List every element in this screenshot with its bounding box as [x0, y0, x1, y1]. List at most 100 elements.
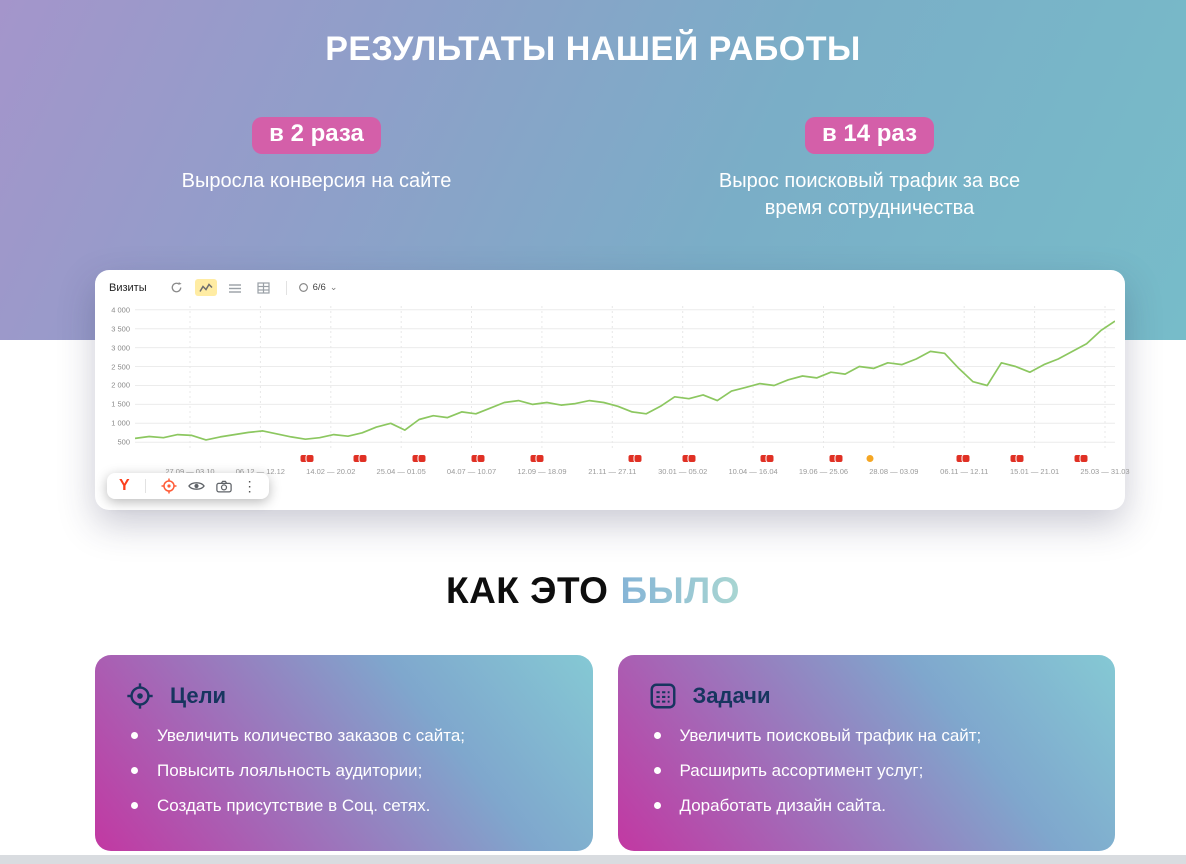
list-item-text: Повысить лояльность аудитории;	[157, 761, 423, 781]
comment-bubble	[535, 454, 545, 463]
line-chart-icon[interactable]	[194, 279, 217, 296]
metric-counter: 6/6	[312, 282, 326, 293]
x-tick-label: 04.07 — 10.07	[446, 467, 497, 476]
x-tick-label: 30.01 — 05.02	[658, 467, 708, 476]
list-item-text: Увеличить поисковый трафик на сайт;	[679, 726, 982, 745]
bullet-dot	[131, 767, 138, 775]
comment-bubble	[476, 454, 486, 463]
camera-icon[interactable]	[215, 480, 232, 493]
visits-line-chart	[135, 306, 1115, 448]
x-tick-label: 25.04 — 01.05	[376, 467, 426, 476]
chart-comment-marker[interactable]	[955, 454, 971, 463]
comment-bubble	[1079, 454, 1089, 463]
x-tick-label: 15.01 — 21.01	[1010, 467, 1060, 476]
chart-comment-marker[interactable]	[759, 454, 775, 463]
toolbar-divider	[285, 280, 287, 295]
chart-comment-marker[interactable]	[1073, 454, 1089, 463]
y-tick-label: 3 000	[111, 343, 130, 353]
x-tick-label: 06.11 — 12.11	[940, 467, 989, 476]
stat-traffic: в 14 раз Вырос поисковый трафик за все в…	[593, 117, 1146, 222]
tasks-card-header: Задачи	[648, 681, 1086, 711]
table-icon[interactable]	[253, 279, 275, 296]
y-tick-label: 1 000	[111, 418, 130, 428]
goals-list: Увеличить количество заказов с сайта; По…	[125, 725, 563, 817]
y-axis: 500 1 000 1 500 2 000 2 500 3 000 3 500 4 000	[101, 302, 135, 452]
metric-selector[interactable]: 6/6 ⌄	[298, 282, 338, 293]
comment-bubble	[765, 454, 775, 463]
list-item-text: Увеличить количество заказов с сайта;	[157, 726, 466, 745]
chart-title: Визиты	[109, 281, 147, 294]
overlay-divider	[144, 479, 146, 493]
list-item-text: Расширить ассортимент услуг;	[679, 761, 924, 781]
stats-row: в 2 раза Выросла конверсия на сайте в 14…	[40, 117, 1146, 222]
y-tick-label: 500	[117, 437, 130, 447]
bullet-dot	[131, 802, 138, 810]
x-tick-label: 06.12 — 12.12	[235, 467, 285, 476]
chart-comment-marker[interactable]	[828, 454, 844, 463]
comment-bubble	[687, 454, 697, 463]
chart-comment-marker[interactable]	[352, 454, 368, 463]
comment-bubble	[417, 454, 427, 463]
plot	[135, 302, 1115, 452]
chevron-down-icon: ⌄	[329, 282, 338, 292]
list-item: Повысить лояльность аудитории;	[125, 760, 563, 782]
comment-bubble	[865, 454, 875, 463]
x-tick-label: 21.11 — 27.11	[588, 467, 637, 476]
kebab-menu-icon[interactable]: ⋮	[242, 478, 257, 494]
chart-comment-marker[interactable]	[1009, 454, 1025, 463]
bullet-dot	[653, 767, 661, 775]
goals-card: Цели Увеличить количество заказов с сайт…	[95, 655, 593, 851]
chart-comment-marker[interactable]	[299, 454, 314, 463]
list-item: Расширить ассортимент услуг;	[648, 760, 1086, 782]
next-section-edge	[0, 855, 1186, 864]
chart-comment-marker[interactable]	[411, 454, 427, 463]
stacked-lines-icon[interactable]	[224, 279, 246, 296]
eye-icon[interactable]	[187, 480, 205, 492]
comment-bubble	[358, 454, 368, 463]
x-tick-label: 25.03 — 31.03	[1080, 467, 1130, 476]
list-item: Увеличить количество заказов с сайта;	[125, 725, 563, 747]
comment-bubble	[1015, 454, 1025, 463]
x-axis: 27.09 — 03.10 06.12 — 12.12 14.02 — 20.02 2…	[135, 454, 1130, 484]
x-tick-label: 12.09 — 18.09	[517, 467, 567, 476]
x-tick-label: 19.06 — 25.06	[798, 467, 849, 476]
comment-bubble	[834, 454, 844, 463]
select-element-icon[interactable]	[161, 478, 177, 494]
chart-comment-marker[interactable]	[627, 454, 643, 463]
chart-comment-marker[interactable]	[470, 454, 486, 463]
section-title-accent: БЫЛО	[620, 570, 740, 611]
bullet-dot	[131, 732, 138, 739]
list-item-text: Доработать дизайн сайта.	[679, 796, 886, 816]
comment-bubble	[305, 454, 314, 463]
comment-bubble	[961, 454, 971, 463]
bullet-dot	[653, 732, 661, 739]
stat-badge-traffic: в 14 раз	[804, 117, 934, 154]
refresh-icon[interactable]	[166, 279, 188, 296]
section-title: КАК ЭТО БЫЛО	[0, 570, 1186, 612]
y-tick-label: 2 000	[111, 380, 130, 390]
y-tick-label: 4 000	[111, 305, 130, 315]
list-item: Доработать дизайн сайта.	[648, 795, 1086, 817]
cards-row: Цели Увеличить количество заказов с сайт…	[95, 655, 1115, 851]
chart-comment-marker[interactable]	[681, 454, 697, 463]
chart-comment-marker[interactable]	[529, 454, 545, 463]
metrika-overlay-toolbar: Y ⋮	[107, 473, 269, 499]
list-item: Увеличить поисковый трафик на сайт;	[648, 725, 1086, 747]
chart-comment-marker[interactable]	[865, 454, 875, 463]
stat-conversion: в 2 раза Выросла конверсия на сайте	[40, 117, 593, 222]
yandex-metrika-logo[interactable]: Y	[119, 477, 130, 494]
stat-caption-conversion: Выросла конверсия на сайте	[181, 170, 452, 192]
section-title-main: КАК ЭТО	[445, 570, 609, 611]
stat-badge-conversion: в 2 раза	[252, 117, 381, 154]
list-item: Создать присутствие в Соц. сетях.	[125, 795, 563, 817]
comment-bubble	[633, 454, 643, 463]
page-title: РЕЗУЛЬТАТЫ НАШЕЙ РАБОТЫ	[325, 30, 861, 68]
x-tick-label: 14.02 — 20.02	[306, 467, 356, 476]
y-tick-label: 2 500	[111, 362, 130, 372]
list-item-text: Создать присутствие в Соц. сетях.	[157, 796, 431, 816]
x-tick-label: 10.04 — 16.04	[728, 467, 778, 476]
goals-card-title: Цели	[170, 683, 227, 708]
y-tick-label: 1 500	[111, 399, 130, 409]
target-icon	[127, 683, 153, 709]
